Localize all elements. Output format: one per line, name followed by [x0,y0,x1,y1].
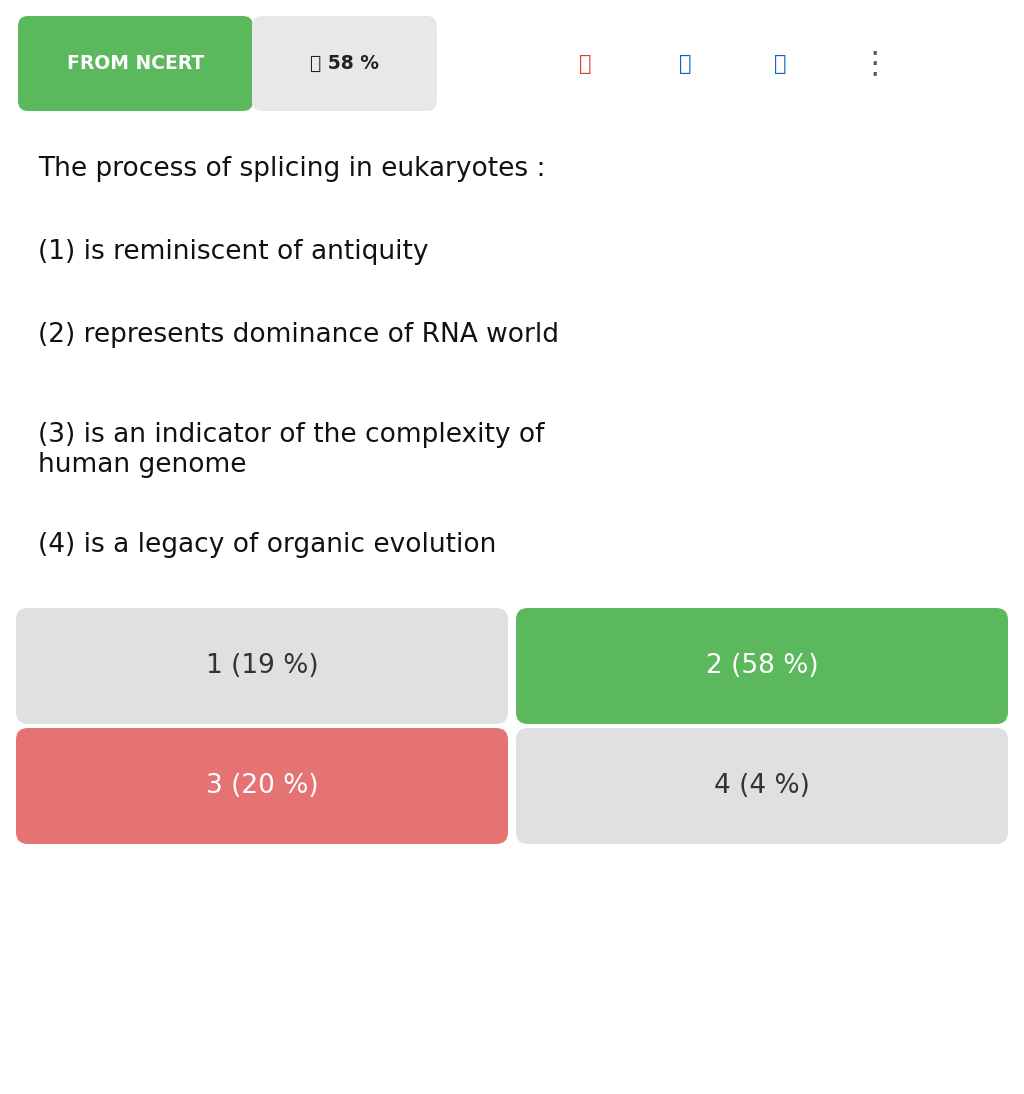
FancyBboxPatch shape [516,608,1008,724]
Text: (3) is an indicator of the complexity of
human genome: (3) is an indicator of the complexity of… [38,422,545,478]
Text: 🔖: 🔖 [774,54,786,73]
Text: 👍 58 %: 👍 58 % [310,54,379,73]
FancyBboxPatch shape [18,16,253,110]
Text: 3 (20 %): 3 (20 %) [206,773,318,799]
Text: (1) is reminiscent of antiquity: (1) is reminiscent of antiquity [38,238,428,265]
Text: ❌: ❌ [579,54,591,73]
Text: FROM NCERT: FROM NCERT [67,54,204,73]
Text: (2) represents dominance of RNA world: (2) represents dominance of RNA world [38,322,559,348]
FancyBboxPatch shape [516,728,1008,843]
FancyBboxPatch shape [16,608,508,724]
Text: 2 (58 %): 2 (58 %) [706,653,818,679]
Text: 4 (4 %): 4 (4 %) [714,773,810,799]
Text: 1 (19 %): 1 (19 %) [206,653,318,679]
FancyBboxPatch shape [16,728,508,843]
Text: ⋮: ⋮ [860,49,890,78]
Text: (4) is a legacy of organic evolution: (4) is a legacy of organic evolution [38,532,497,558]
Text: 📄: 📄 [679,54,691,73]
FancyBboxPatch shape [252,16,437,110]
Text: The process of splicing in eukaryotes :: The process of splicing in eukaryotes : [38,156,546,182]
